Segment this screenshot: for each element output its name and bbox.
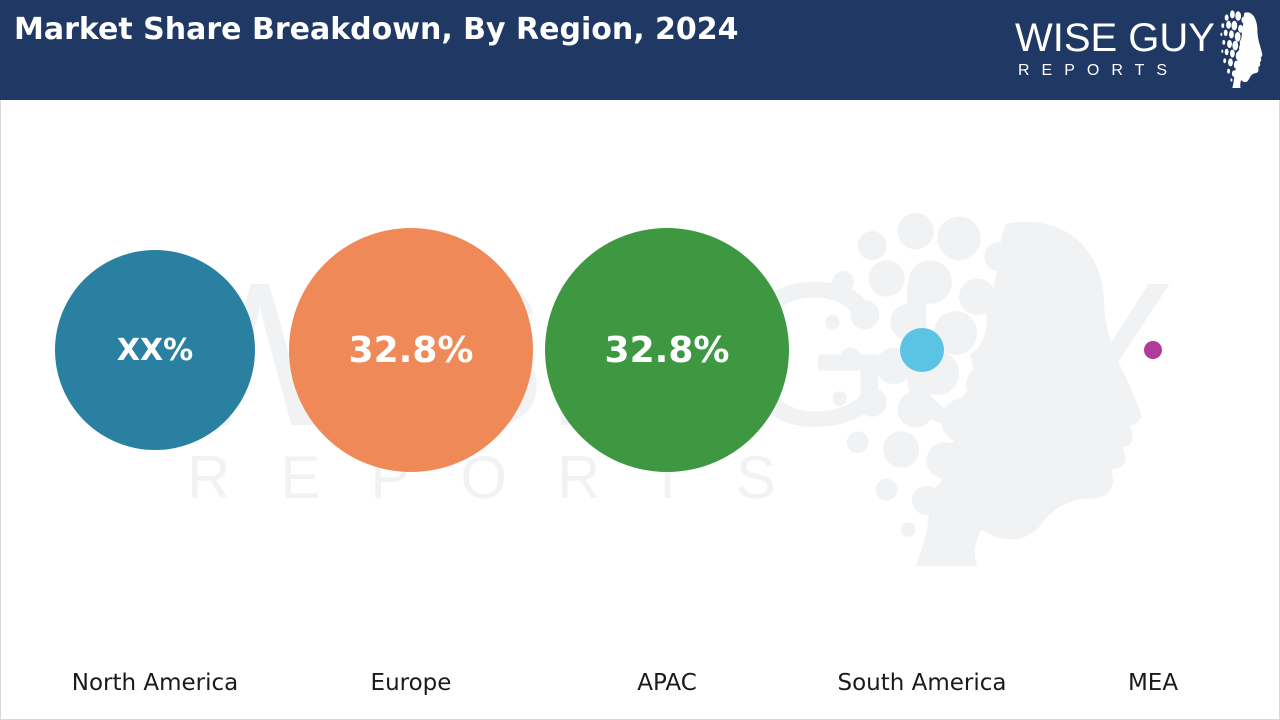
- bubble-value-label-apac: 32.8%: [604, 329, 730, 371]
- logo-wordmark: WISE GUY: [1014, 16, 1215, 60]
- bubble-apac: 32.8%: [545, 228, 789, 472]
- logo-wordmark-block: WISE GUY REPORTS: [1015, 16, 1215, 80]
- header-bar: Market Share Breakdown, By Region, 2024 …: [0, 0, 1280, 100]
- bubble-north-america: XX%: [55, 250, 255, 450]
- category-label-europe: Europe: [370, 670, 452, 696]
- category-label-south-america: South America: [837, 670, 1007, 696]
- logo-head-icon: [1220, 10, 1263, 88]
- watermark-reports: REPORTS: [187, 444, 826, 511]
- watermark-head-icon: [825, 212, 1142, 566]
- page-title: Market Share Breakdown, By Region, 2024: [14, 12, 739, 47]
- category-label-north-america: North America: [71, 670, 239, 696]
- bubble-europe: 32.8%: [289, 228, 533, 472]
- brand-logo: WISE GUY REPORTS: [1015, 0, 1280, 88]
- bubble-south-america: [900, 328, 944, 372]
- bubble-value-label-europe: 32.8%: [348, 329, 474, 371]
- bubble-value-label-north-america: XX%: [116, 332, 194, 368]
- category-label-apac: APAC: [637, 670, 697, 696]
- bubble-mea: [1144, 341, 1162, 359]
- bubble-chart: WISE GUY REPORTS XX%North America32.8%Eu…: [0, 100, 1280, 720]
- category-label-mea: MEA: [1127, 670, 1179, 696]
- logo-subtitle: REPORTS: [1017, 62, 1180, 79]
